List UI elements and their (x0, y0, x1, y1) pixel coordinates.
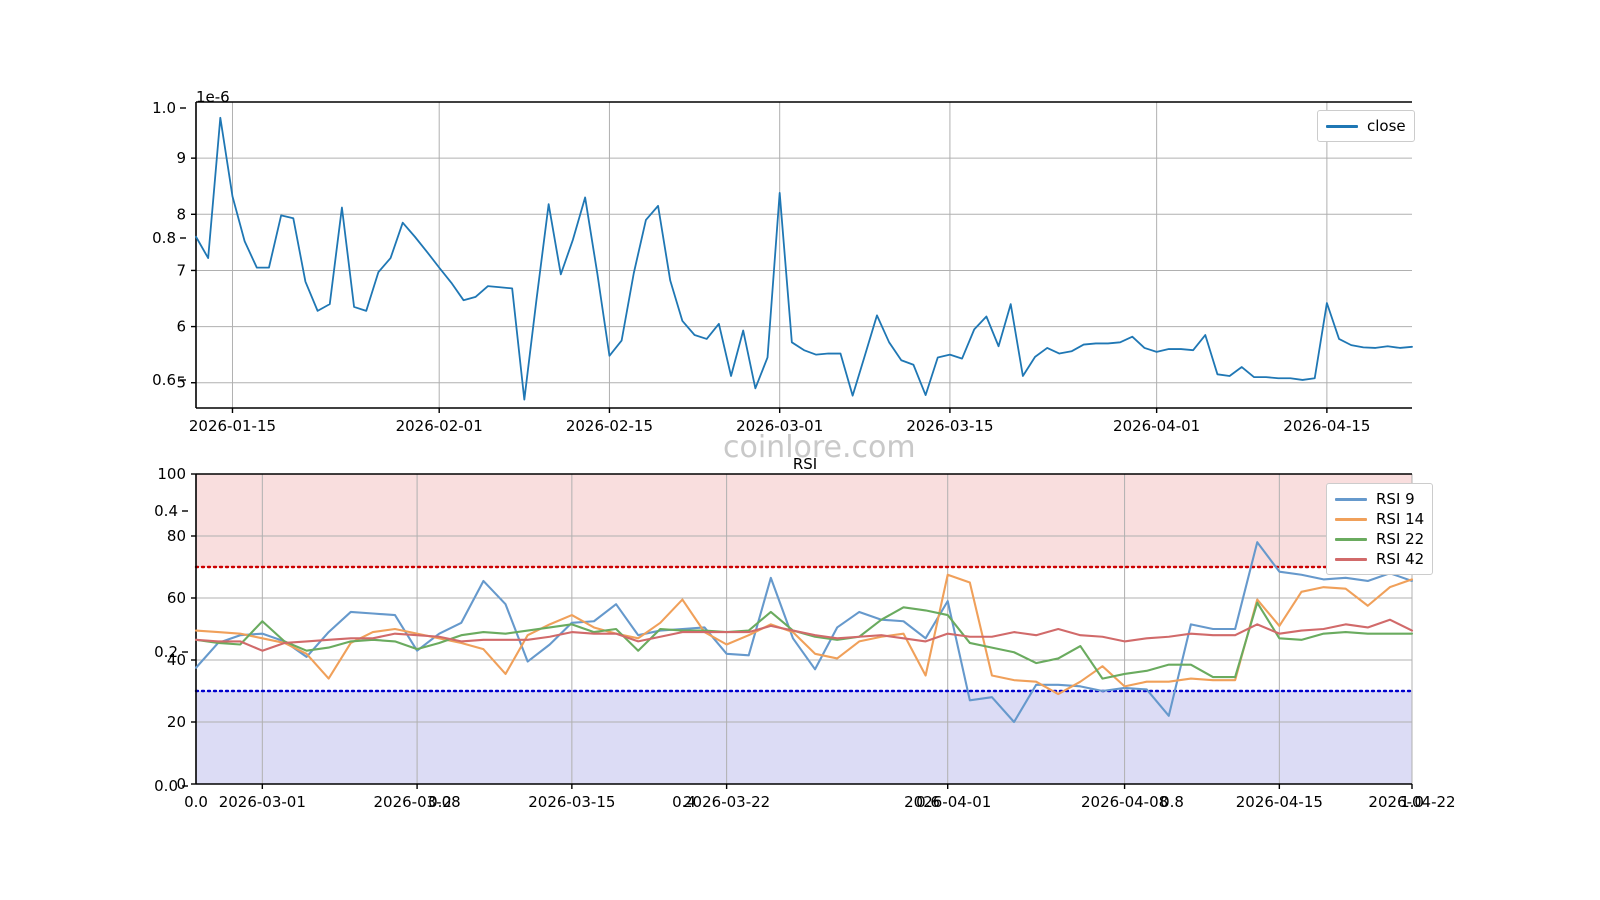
rsi-ytick-label: 20 (167, 713, 186, 731)
rsi-oversold-band (196, 691, 1412, 784)
rsi-overlay-ytick-label: 0.2 (154, 643, 178, 661)
rsi-legend-label: RSI 9 (1376, 490, 1415, 508)
price-ytick-label: 6 (176, 318, 186, 336)
rsi-overlay-xtick-label: 0.0 (184, 793, 208, 811)
rsi-xtick-label: 2026-03-22 (683, 793, 770, 811)
price-chart-panel: 1e-6 5 6 7 8 9 1.0 0.8 0.6 2026-01-15 2026-02-01 2… (152, 88, 1415, 435)
rsi-legend-label: RSI 22 (1376, 530, 1425, 548)
rsi-overbought-band (196, 474, 1412, 567)
rsi-overlay-ytick-label: 0.4 (154, 502, 178, 520)
rsi-xtick-label: 2026-03-08 (373, 793, 460, 811)
price-xtick-label: 2026-04-01 (1113, 417, 1200, 435)
rsi-ytick-label: 80 (167, 527, 186, 545)
rsi-series-rsi-42 (194, 618, 1414, 652)
rsi-ytick-label: 40 (167, 651, 186, 669)
price-legend-item[interactable]: close (1326, 116, 1406, 136)
rsi-overlay-xtick-label: 0.4 (672, 793, 696, 811)
rsi-ytick-label: 0 (176, 775, 186, 793)
price-legend-label: close (1367, 117, 1406, 135)
price-xtick-label: 2026-01-15 (189, 417, 276, 435)
price-overlay-ytick-label: 0.8 (152, 229, 176, 247)
rsi-ytick-label: 60 (167, 589, 186, 607)
rsi-series-rsi-9 (194, 541, 1414, 724)
legend-line-swatch-icon (1326, 124, 1358, 128)
rsi-overlay-xtick-label: 0.6 (916, 793, 940, 811)
legend-line-swatch-icon (1335, 497, 1367, 501)
rsi-panel-title: RSI (792, 455, 818, 473)
rsi-legend-item[interactable]: RSI 14 (1335, 509, 1424, 529)
rsi-overlay-ytick-label: 0.0 (154, 777, 178, 795)
rsi-xtick-label: 2026-04-01 (904, 793, 991, 811)
rsi-overlay-xtick-label: 0.8 (1160, 793, 1184, 811)
price-xtick-label: 2026-03-15 (906, 417, 993, 435)
watermark-coinlore: coinlore.com (723, 430, 916, 465)
price-ytick-label: 9 (176, 149, 186, 167)
rsi-overlay-xtick-label: 0.2 (428, 793, 452, 811)
price-xtick-label: 2026-02-01 (396, 417, 483, 435)
price-ytick-label: 8 (176, 205, 186, 223)
price-ytick-label: 7 (176, 261, 186, 279)
rsi-legend: RSI 9 RSI 14 RSI 22 RSI 42 (1326, 483, 1434, 575)
price-ytick-label: 5 (176, 374, 186, 392)
price-plot-svg: 5 6 7 8 9 1.0 0.8 0.6 2026-01-15 2026-02-01 2026-0… (152, 99, 1413, 435)
rsi-xtick-label: 2026-03-15 (528, 793, 615, 811)
rsi-legend-label: RSI 42 (1376, 550, 1425, 568)
rsi-ytick-label: 100 (157, 465, 186, 483)
rsi-overlay-xtick-label: 1.0 (1400, 793, 1424, 811)
rsi-plot-svg: 0 20 40 60 80 100 0.4 0.2 0.0 2026-03-01 2026-03-0… (154, 465, 1455, 811)
legend-line-swatch-icon (1335, 517, 1367, 521)
price-xtick-label: 2026-03-01 (736, 417, 823, 435)
rsi-legend-label: RSI 14 (1376, 510, 1425, 528)
price-legend: close (1317, 110, 1415, 142)
rsi-xtick-label: 2026-04-08 (1081, 793, 1168, 811)
rsi-xtick-label: 2026-04-15 (1236, 793, 1323, 811)
price-series-close (195, 116, 1413, 401)
rsi-legend-item[interactable]: RSI 9 (1335, 489, 1424, 509)
rsi-series-rsi-14 (194, 573, 1414, 696)
rsi-legend-item[interactable]: RSI 42 (1335, 549, 1424, 569)
rsi-xtick-label: 2026-03-01 (219, 793, 306, 811)
price-xtick-label: 2026-04-15 (1283, 417, 1370, 435)
price-xtick-label: 2026-02-15 (566, 417, 653, 435)
legend-line-swatch-icon (1335, 537, 1367, 541)
price-overlay-ytick-label: 1.0 (152, 99, 176, 117)
rsi-chart-panel: RSI 0 20 40 60 80 100 0.4 0.2 0.0 2026-03-01 2026-… (0, 450, 1600, 900)
price-overlay-ytick-label: 0.6 (152, 371, 176, 389)
price-y-offset-label: 1e-6 (196, 88, 230, 106)
legend-line-swatch-icon (1335, 557, 1367, 561)
rsi-xtick-label: 2026-04-22 (1368, 793, 1455, 811)
rsi-legend-item[interactable]: RSI 22 (1335, 529, 1424, 549)
